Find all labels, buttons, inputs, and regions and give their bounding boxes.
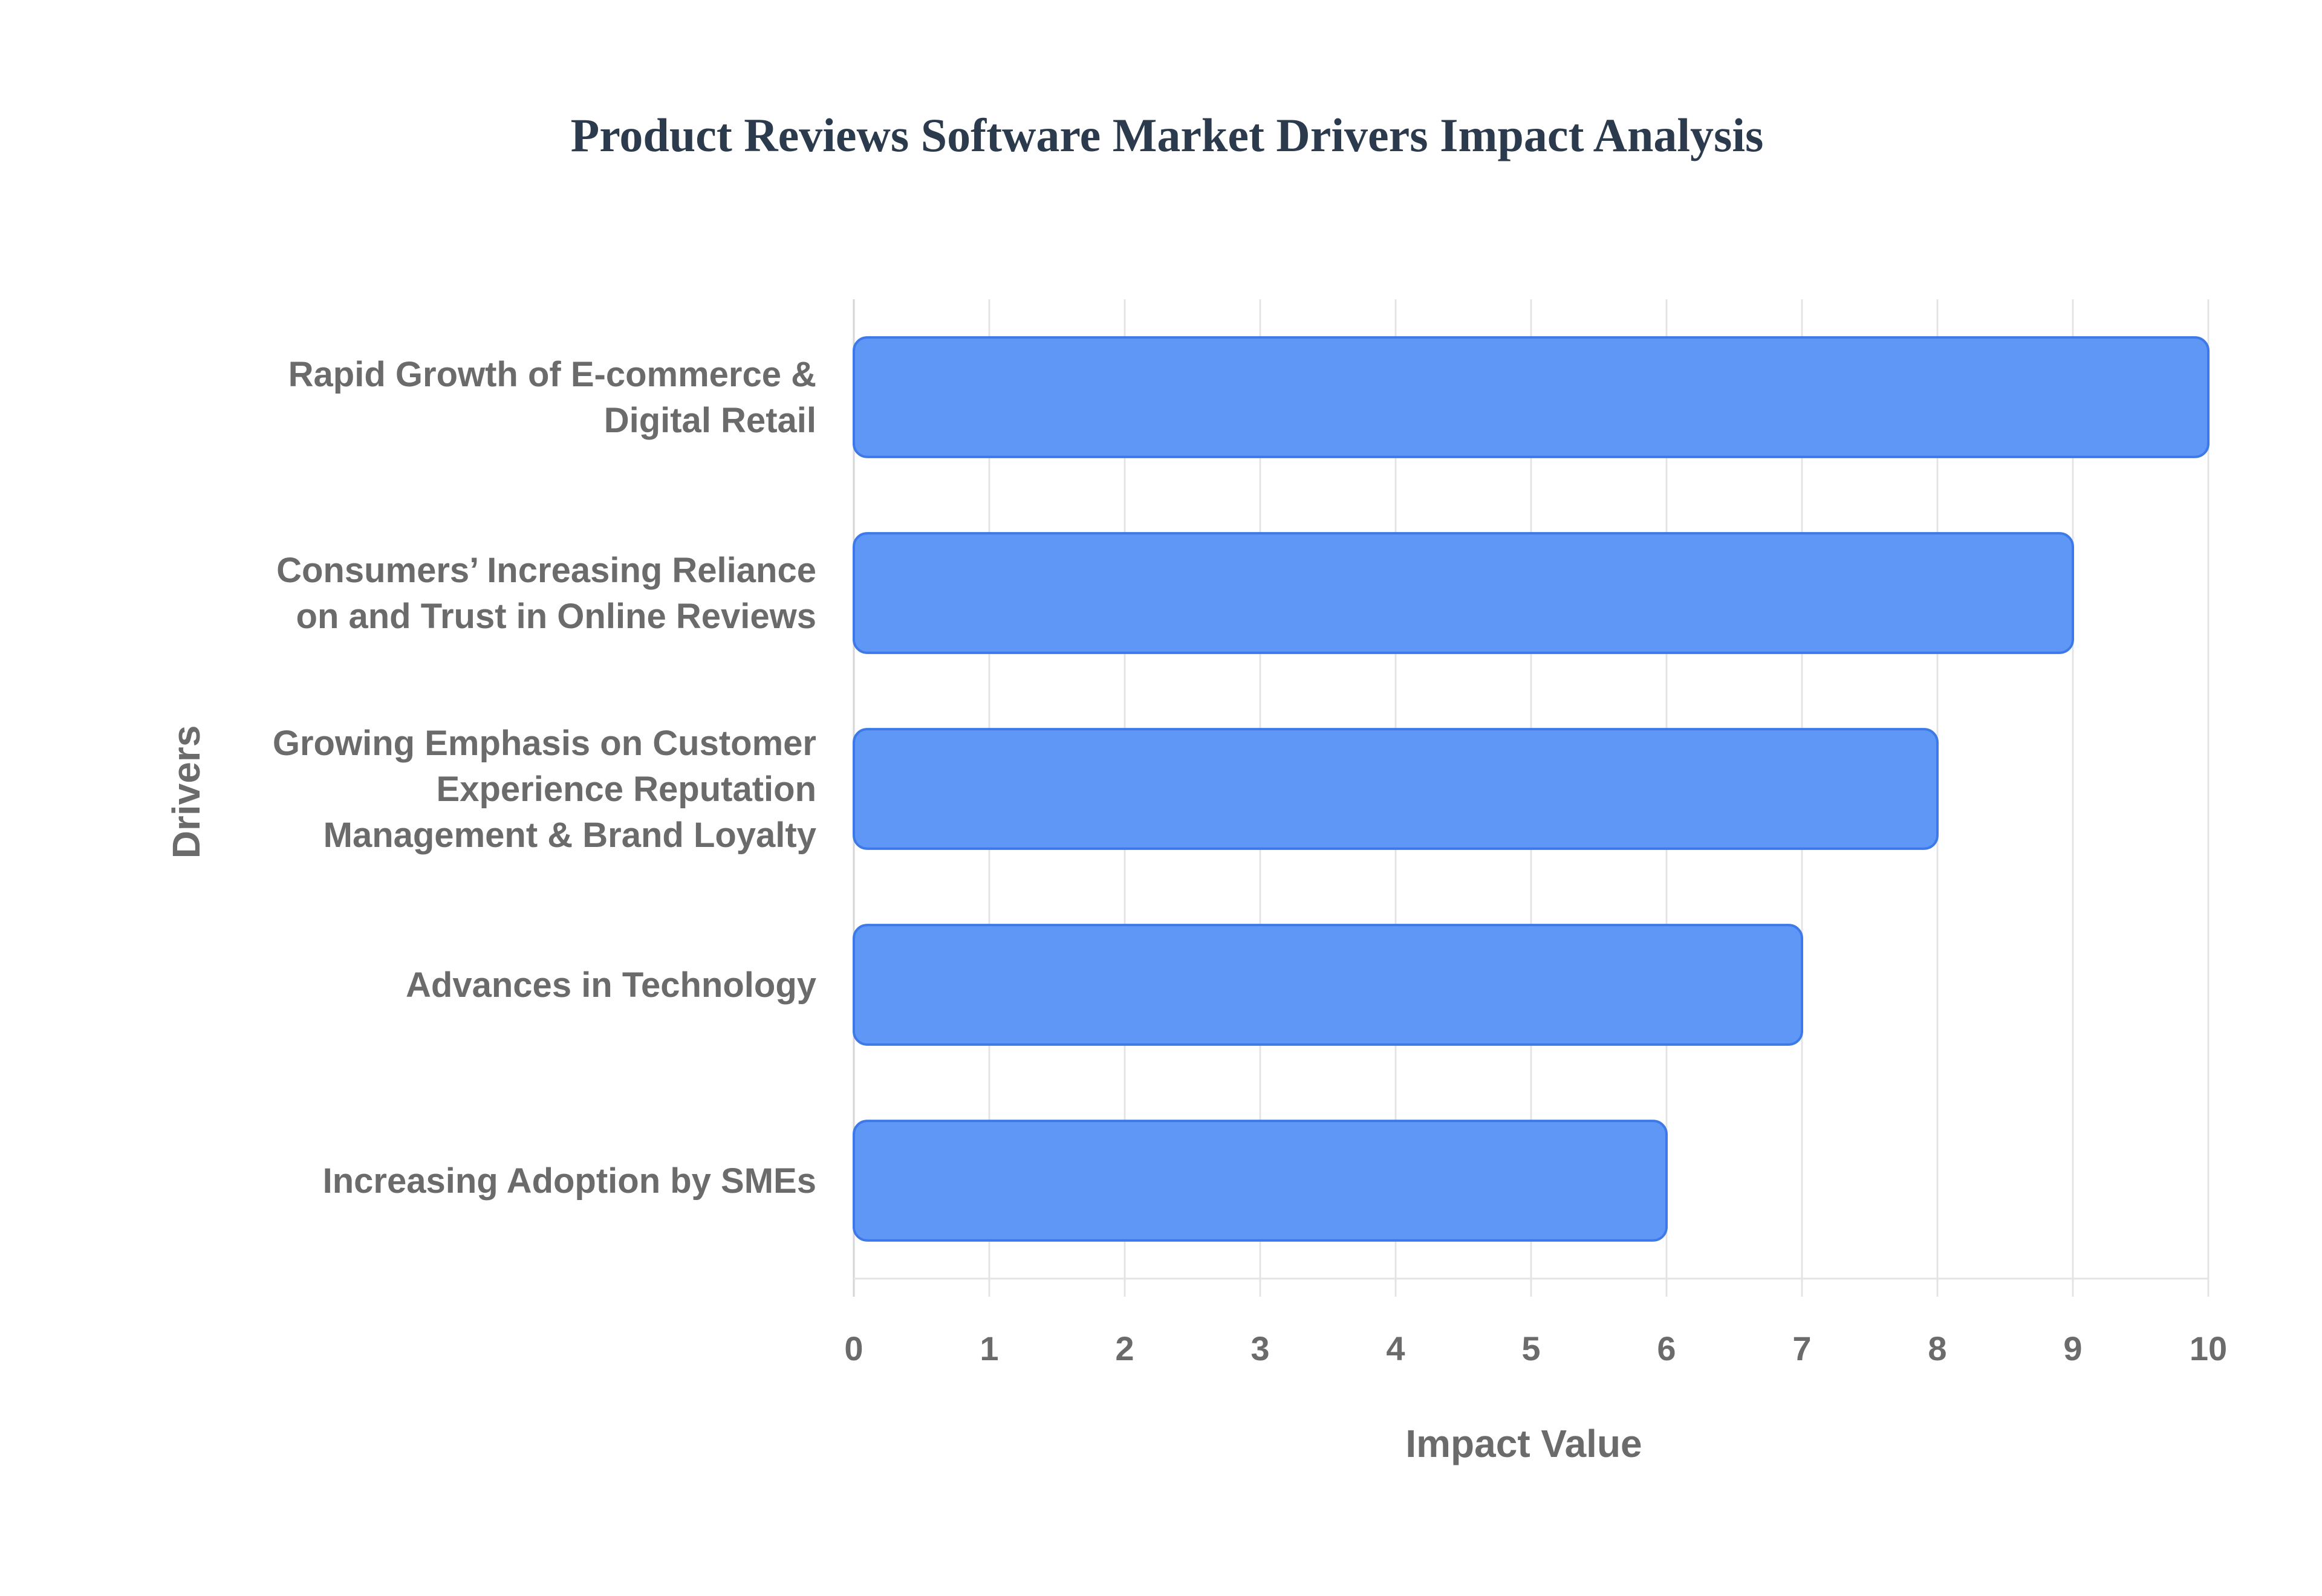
x-tick-label: 0 xyxy=(844,1329,863,1367)
x-tick-label: 5 xyxy=(1521,1329,1540,1367)
x-tick-label: 6 xyxy=(1657,1329,1676,1367)
category-label: Growing Emphasis on Customer Experience R… xyxy=(273,724,816,855)
x-tick-label: 3 xyxy=(1250,1329,1269,1367)
x-axis-title: Impact Value xyxy=(1405,1422,1642,1465)
x-tick-labels: 0 1 2 3 4 5 6 7 8 9 10 xyxy=(844,1329,2227,1367)
bar[interactable] xyxy=(853,532,2074,654)
category-label: Advances in Technology xyxy=(406,965,816,1005)
bar[interactable] xyxy=(853,1120,1668,1242)
category-labels: Rapid Growth of E-commerce & Digital Reta… xyxy=(273,355,816,1201)
x-tick-label: 4 xyxy=(1386,1329,1405,1367)
bar[interactable] xyxy=(853,924,1803,1046)
chart-title: Product Reviews Software Market Drivers … xyxy=(571,109,1764,161)
bars xyxy=(853,336,2210,1242)
category-label: Consumers’ Increasing Reliance on and Tru… xyxy=(276,551,816,636)
y-axis-title: Drivers xyxy=(164,725,208,859)
x-tick-label: 10 xyxy=(2190,1329,2227,1367)
x-tick-label: 9 xyxy=(2063,1329,2082,1367)
bar[interactable] xyxy=(853,728,1939,850)
x-tick-label: 8 xyxy=(1928,1329,1946,1367)
x-tick-label: 2 xyxy=(1115,1329,1134,1367)
x-tick-label: 7 xyxy=(1792,1329,1811,1367)
bar[interactable] xyxy=(853,336,2210,458)
category-label: Increasing Adoption by SMEs xyxy=(323,1161,816,1201)
category-label: Rapid Growth of E-commerce & Digital Reta… xyxy=(288,355,816,440)
x-tick-label: 1 xyxy=(980,1329,998,1367)
